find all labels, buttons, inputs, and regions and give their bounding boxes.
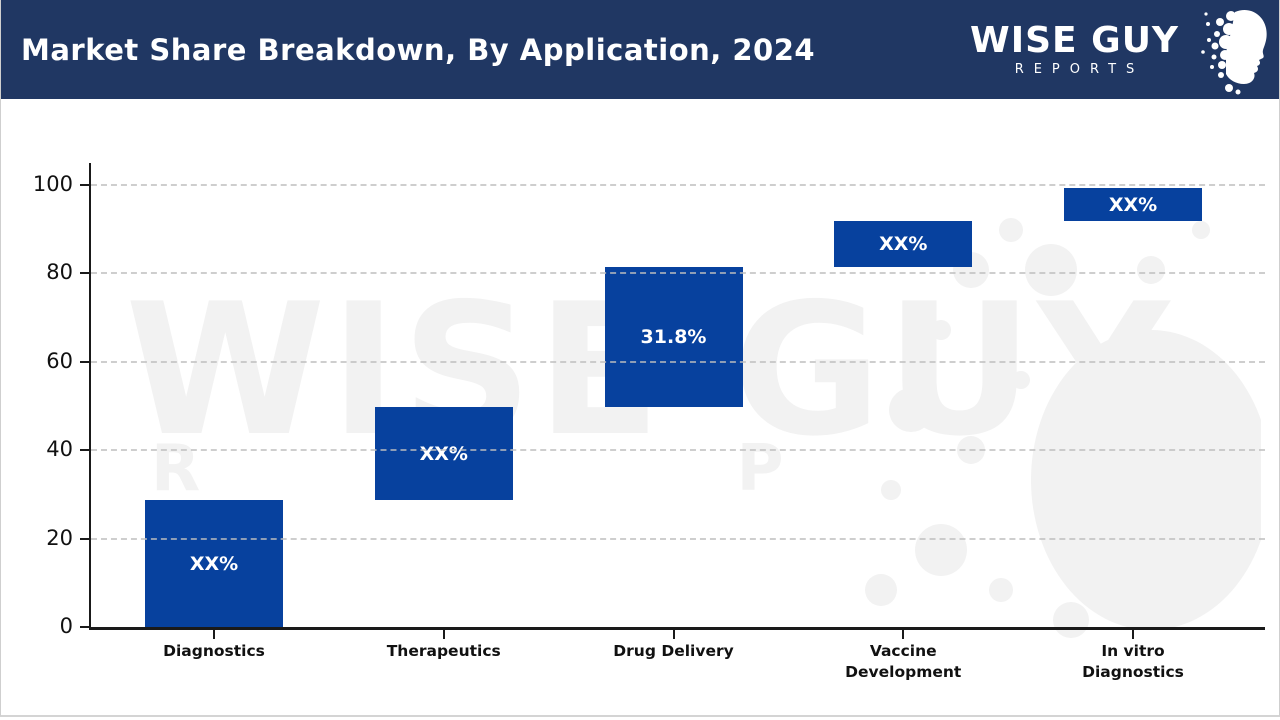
xtick-mark-1 [442,630,445,639]
ytick-mark-20 [80,537,89,540]
xtick-label-therapeutics: Therapeutics [386,642,501,660]
xtick-mark-2 [672,630,675,639]
bar-value-label: XX% [879,233,928,256]
xtick-label-drug-delivery: Drug Delivery [613,642,734,660]
xtick-mark-0 [213,630,215,639]
bar-value-label: XX% [419,442,468,465]
bar-value-label: 31.8% [640,326,707,349]
bar-drug-delivery: 31.8% [604,266,743,408]
gridline-y-20 [91,537,1265,540]
ytick-label-80: 80 [46,260,73,285]
ytick-label-40: 40 [46,437,73,462]
xtick-label-vaccine-development: Vaccine Development [845,642,962,681]
plot-area: 0 20 40 60 80 100 XX% Diagnostics XX% Therapeutic… [33,163,1265,681]
brand-logo: WISE GUY REPORTS [970,2,1279,97]
ytick-mark-40 [80,449,89,452]
bar-vaccine-development: XX% [834,221,973,267]
brand-head-icon [1201,9,1267,95]
ytick-label-100: 100 [32,172,73,197]
bar-value-label: XX% [1108,193,1158,216]
page-title: Market Share Breakdown, By Application, … [21,32,816,67]
gridline-y-40 [91,449,1265,452]
xtick-mark-3 [902,630,905,639]
ytick-mark-0 [80,626,89,628]
bar-diagnostics: XX% [145,500,283,627]
watermark-head-icon [865,218,1261,638]
header-bar: Market Share Breakdown, By Application, … [1,0,1279,99]
gridline-y-100 [91,184,1265,187]
ytick-label-60: 60 [46,348,73,373]
xtick-mark-4 [1132,630,1134,639]
ytick-label-20: 20 [46,525,73,550]
bar-therapeutics: XX% [374,407,513,501]
ytick-mark-80 [80,272,89,275]
gridline-y-60 [91,360,1265,363]
brand-subname: REPORTS [1014,61,1145,77]
brand-name: WISE GUY [969,19,1179,61]
ytick-mark-60 [80,360,89,363]
bar-in-vitro-diagnostics: XX% [1064,188,1202,222]
xtick-label-diagnostics: Diagnostics [163,642,265,660]
xtick-label-in-vitro-diagnostics: In vitro Diagnostics [1082,642,1184,681]
ytick-label-0: 0 [59,614,73,638]
brand-logo-text: WISE GUY REPORTS [969,19,1179,77]
gridline-y-80 [91,272,1265,275]
bar-value-label: XX% [189,552,239,575]
ytick-mark-100 [80,184,89,187]
